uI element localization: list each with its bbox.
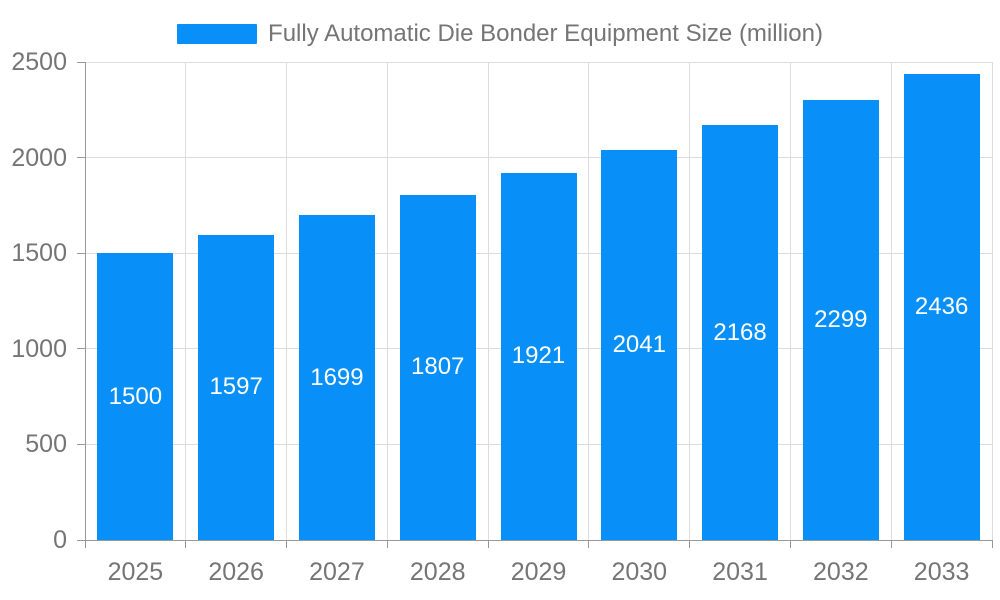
x-axis-tick-label: 2031: [712, 558, 768, 586]
bar[interactable]: [802, 100, 879, 540]
v-gridline: [689, 62, 691, 540]
bar-value-label: 2436: [914, 293, 969, 321]
h-gridline: [85, 61, 992, 63]
y-axis-line: [84, 62, 86, 540]
x-tick-mark: [386, 540, 388, 548]
legend-label: Fully Automatic Die Bonder Equipment Siz…: [268, 20, 823, 47]
y-axis-tick-label: 500: [25, 430, 67, 459]
x-tick-mark: [890, 540, 892, 548]
v-gridline: [991, 62, 993, 540]
x-tick-mark: [689, 540, 691, 548]
y-tick-mark: [77, 252, 85, 254]
bar-value-label: 2299: [814, 306, 868, 334]
v-gridline: [588, 62, 590, 540]
v-gridline: [789, 62, 791, 540]
y-axis-tick-label: 2500: [11, 48, 67, 76]
v-gridline: [386, 62, 388, 540]
bar-value-label: 1500: [108, 382, 163, 410]
bar-value-label: 1807: [411, 353, 465, 381]
x-axis-tick-label: 2028: [409, 558, 466, 586]
bar[interactable]: [198, 234, 275, 540]
x-axis-tick-label: 2025: [107, 558, 164, 586]
bar-value-label: 1699: [310, 363, 364, 391]
bar-value-label: 1597: [209, 373, 263, 401]
x-tick-mark: [286, 540, 288, 548]
bar[interactable]: [903, 74, 980, 540]
legend: Fully Automatic Die Bonder Equipment Siz…: [0, 20, 1000, 48]
x-tick-mark: [991, 540, 993, 548]
legend-item[interactable]: Fully Automatic Die Bonder Equipment Siz…: [177, 20, 823, 48]
bar[interactable]: [399, 194, 476, 540]
x-tick-mark: [588, 540, 590, 548]
x-axis-tick-label: 2033: [913, 558, 970, 586]
y-tick-mark: [77, 157, 85, 159]
x-tick-mark: [789, 540, 791, 548]
legend-swatch: [177, 24, 258, 44]
bar-value-label: 2168: [713, 318, 767, 346]
x-tick-mark: [84, 540, 86, 548]
x-tick-mark: [185, 540, 187, 548]
bar[interactable]: [298, 215, 375, 540]
bar[interactable]: [601, 149, 678, 540]
y-tick-mark: [77, 443, 85, 445]
bar[interactable]: [702, 125, 779, 540]
y-axis-tick-label: 1000: [11, 334, 67, 363]
y-axis-tick-label: 2000: [11, 143, 67, 172]
y-tick-mark: [77, 61, 85, 63]
x-axis-tick-label: 2026: [208, 558, 264, 586]
y-axis-tick-label: 0: [53, 526, 67, 554]
x-axis-tick-label: 2027: [309, 558, 365, 586]
bar-value-label: 2041: [612, 330, 666, 358]
y-tick-mark: [77, 348, 85, 350]
x-axis-line: [85, 539, 992, 541]
x-axis-tick-label: 2029: [510, 558, 567, 586]
v-gridline: [185, 62, 187, 540]
x-tick-mark: [487, 540, 489, 548]
v-gridline: [286, 62, 288, 540]
v-gridline: [890, 62, 892, 540]
v-gridline: [487, 62, 489, 540]
y-tick-mark: [77, 539, 85, 541]
bar[interactable]: [500, 172, 577, 540]
y-axis-tick-label: 1500: [11, 239, 67, 268]
x-axis-tick-label: 2032: [813, 558, 869, 586]
bar-value-label: 1921: [511, 342, 566, 370]
x-axis-tick-label: 2030: [611, 558, 668, 586]
h-gridline: [85, 157, 992, 159]
bar[interactable]: [97, 253, 174, 540]
